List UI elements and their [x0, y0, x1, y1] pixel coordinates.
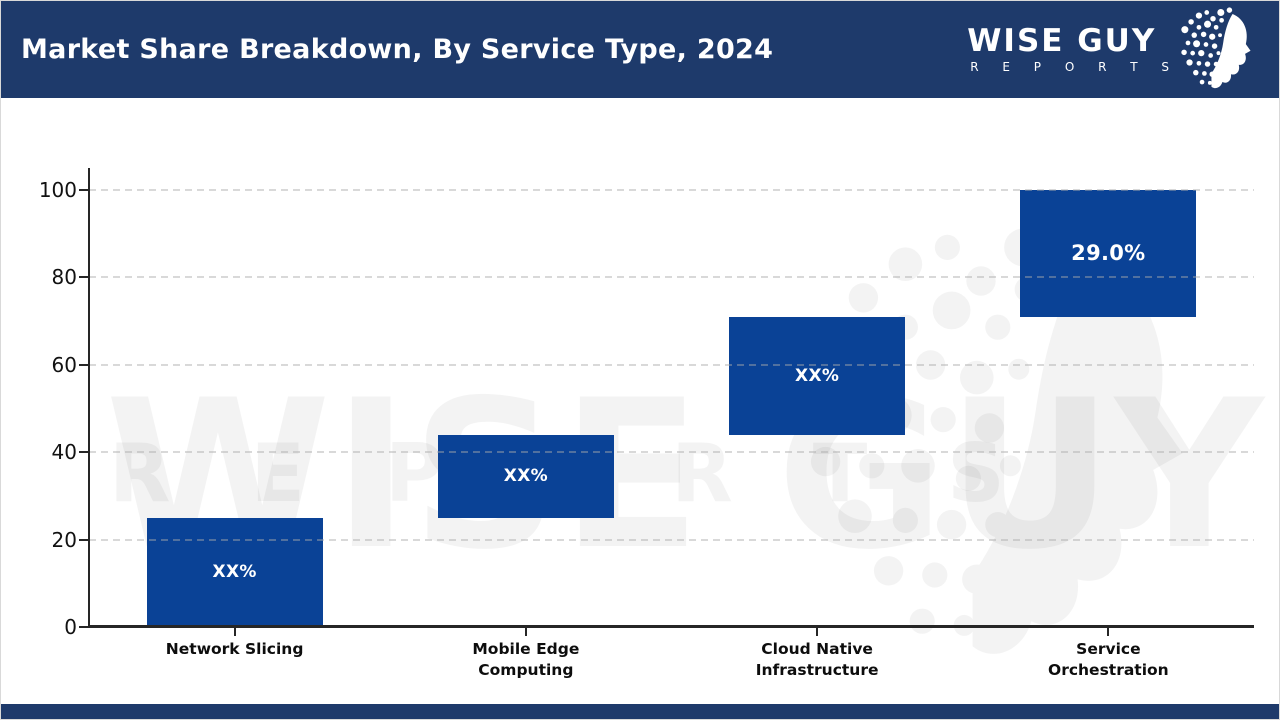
- y-tick-label-40: 40: [51, 440, 77, 465]
- logo-text-block: WISE GUY R E P O R T S: [967, 23, 1179, 74]
- x-category-label-mobile-edge-computing: Mobile Edge Computing: [472, 640, 580, 679]
- gridline-100: [89, 189, 1254, 191]
- y-tick-label-0: 0: [64, 615, 77, 639]
- bar-mobile-edge-computing: XX%: [437, 434, 614, 518]
- page-title: Market Share Breakdown, By Service Type,…: [21, 34, 774, 65]
- logo-reports-text: R E P O R T S: [970, 60, 1179, 74]
- x-category-label-service-orchestration: Service Orchestration: [1048, 640, 1169, 679]
- y-tick-label-60: 60: [51, 352, 77, 377]
- bar-value-label-network-slicing: XX%: [212, 562, 257, 583]
- y-tick-mark-80: [79, 276, 88, 279]
- y-tick-label-100: 100: [38, 178, 77, 202]
- header-bar: Market Share Breakdown, By Service Type,…: [1, 1, 1279, 98]
- y-tick-mark-0: [79, 626, 88, 628]
- gridline-60: [89, 363, 1254, 366]
- gridline-80: [89, 276, 1254, 279]
- bar-value-label-service-orchestration: 29.0%: [1071, 241, 1146, 266]
- wiseguy-head-icon: [1173, 7, 1253, 93]
- x-tick-mark-cloud-native-infrastructure: [816, 628, 819, 636]
- y-tick-label-80: 80: [51, 265, 77, 290]
- x-tick-mark-network-slicing: [233, 628, 236, 636]
- chart-area: WISE GUY R E P O R T S XX%XX%XX%29.0% 02…: [1, 98, 1279, 707]
- gridline-20: [89, 538, 1254, 541]
- bar-value-label-cloud-native-infrastructure: XX%: [795, 365, 840, 386]
- bar-service-orchestration: 29.0%: [1020, 190, 1197, 317]
- y-tick-label-20: 20: [51, 527, 77, 552]
- gridline-40: [89, 451, 1254, 454]
- footer-bar: [1, 704, 1279, 719]
- plot-area: XX% XX% XX% 29.0%: [89, 189, 1254, 627]
- y-tick-mark-60: [79, 363, 88, 366]
- bar-value-label-mobile-edge-computing: XX%: [503, 466, 548, 487]
- x-tick-mark-service-orchestration: [1107, 628, 1110, 636]
- x-tick-mark-mobile-edge-computing: [524, 628, 527, 636]
- logo-brand-text: WISE GUY: [967, 23, 1157, 59]
- y-tick-mark-20: [79, 538, 88, 541]
- y-axis-line: [88, 168, 90, 628]
- y-tick-mark-100: [79, 189, 88, 191]
- bar-cloud-native-infrastructure: XX%: [729, 316, 906, 435]
- x-category-label-network-slicing: Network Slicing: [165, 640, 304, 658]
- x-axis-line: [88, 625, 1254, 628]
- wiseguy-logo: WISE GUY R E P O R T S: [967, 7, 1253, 93]
- x-category-label-cloud-native-infrastructure: Cloud Native Infrastructure: [755, 640, 879, 679]
- bar-network-slicing: XX%: [146, 517, 323, 627]
- y-tick-mark-40: [79, 451, 88, 454]
